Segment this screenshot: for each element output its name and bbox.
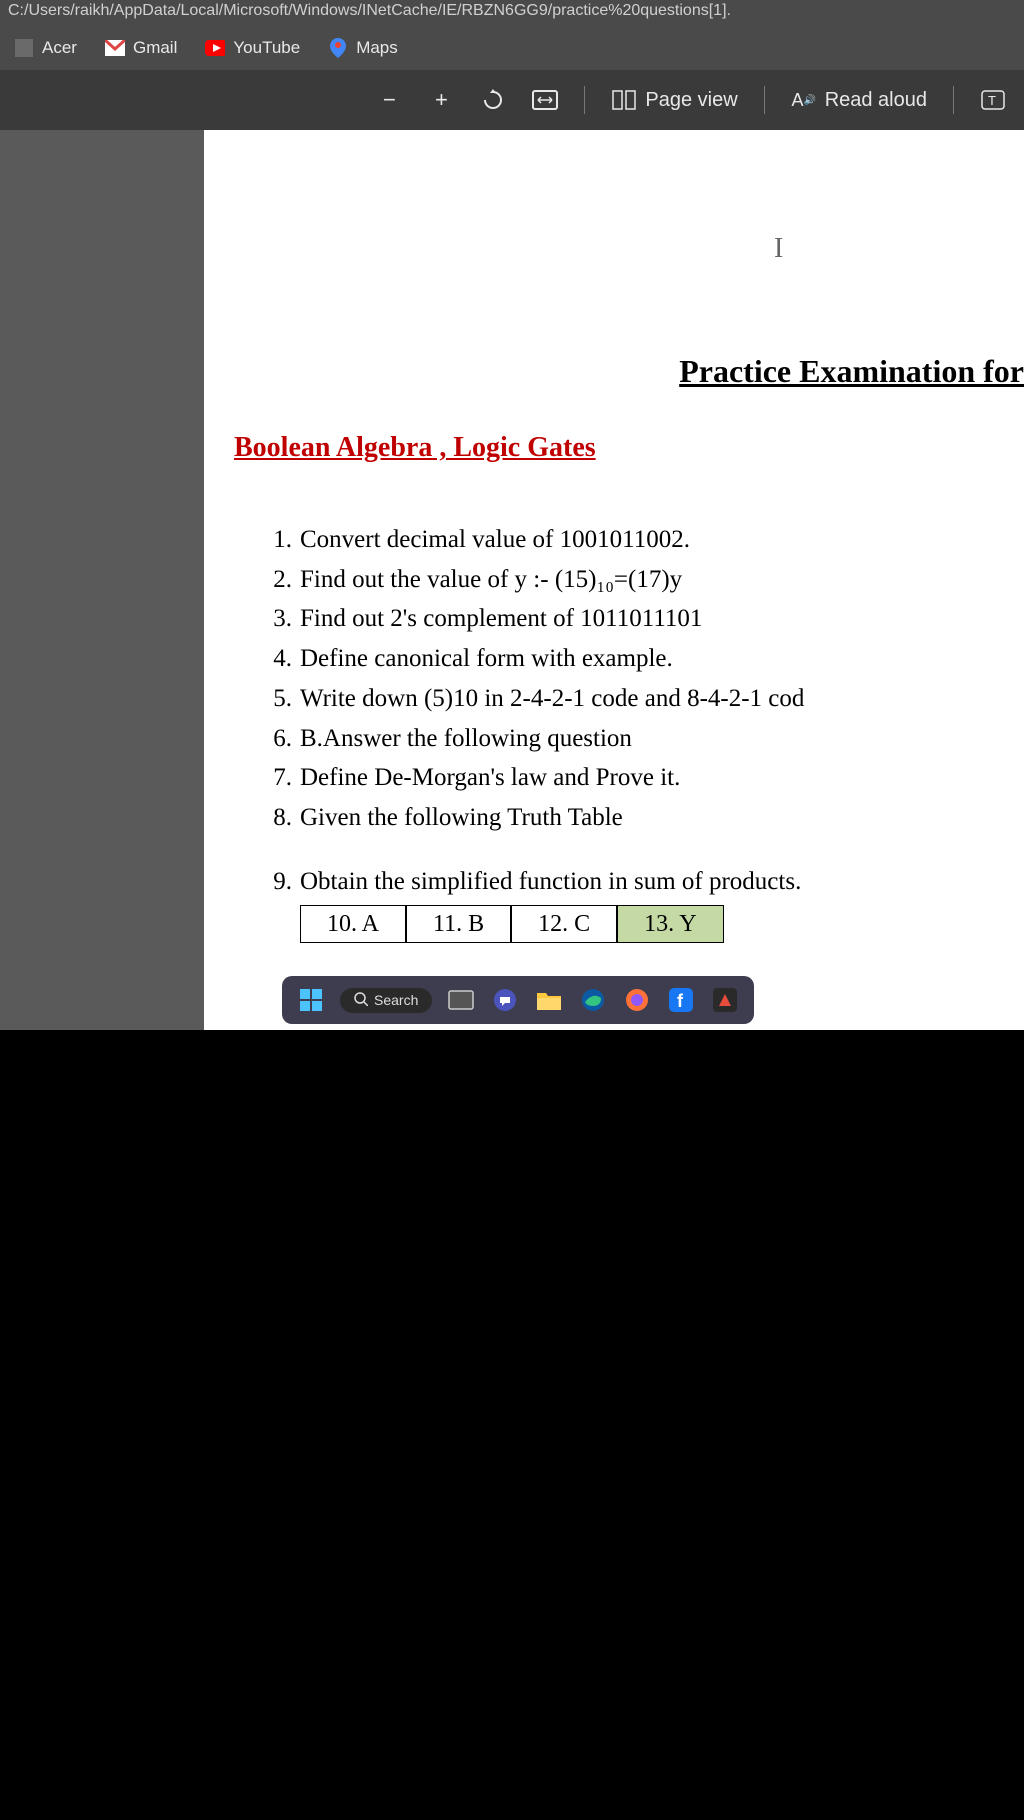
bookmark-maps[interactable]: Maps	[328, 38, 398, 58]
svg-text:T: T	[988, 93, 996, 108]
start-button[interactable]	[296, 985, 326, 1015]
text-cursor: I	[774, 230, 783, 268]
table-cell: 11. B	[406, 905, 511, 943]
read-aloud-icon: A🔊	[791, 87, 817, 113]
edge-icon[interactable]	[578, 985, 608, 1015]
list-item: 4.Define canonical form with example.	[264, 642, 1024, 676]
list-item: 8.Given the following Truth Table	[264, 801, 1024, 835]
bookmark-label: Acer	[42, 38, 77, 58]
rotate-button[interactable]	[480, 87, 506, 113]
chat-icon[interactable]	[490, 985, 520, 1015]
search-icon	[354, 992, 368, 1009]
zoom-in-button[interactable]: +	[428, 87, 454, 113]
table-row: 10. A 11. B 12. C 13. Y	[300, 905, 1024, 943]
file-explorer-icon[interactable]	[534, 985, 564, 1015]
windows-taskbar: Search f	[282, 976, 754, 1024]
gmail-icon	[105, 38, 125, 58]
maps-icon	[328, 38, 348, 58]
youtube-icon	[205, 38, 225, 58]
task-view-button[interactable]	[446, 985, 476, 1015]
list-spacer	[264, 841, 1024, 859]
facebook-icon[interactable]: f	[666, 985, 696, 1015]
document-title: Practice Examination for	[234, 350, 1024, 393]
read-aloud-label: Read aloud	[825, 89, 927, 112]
search-label: Search	[374, 992, 418, 1008]
list-item: 9.Obtain the simplified function in sum …	[264, 865, 1024, 899]
page-view-icon	[611, 87, 637, 113]
svg-text:f: f	[677, 991, 684, 1011]
document-page: I Practice Examination for Boolean Algeb…	[204, 130, 1024, 1030]
address-bar[interactable]: C:/Users/raikh/AppData/Local/Microsoft/W…	[0, 0, 1024, 26]
address-text: C:/Users/raikh/AppData/Local/Microsoft/W…	[8, 2, 731, 19]
taskbar-search[interactable]: Search	[340, 988, 432, 1013]
bookmark-label: Gmail	[133, 38, 177, 58]
app-icon[interactable]	[710, 985, 740, 1015]
bookmark-gmail[interactable]: Gmail	[105, 38, 177, 58]
read-aloud-button[interactable]: A🔊 Read aloud	[791, 87, 927, 113]
bookmark-label: Maps	[356, 38, 398, 58]
bookmark-acer[interactable]: Acer	[14, 38, 77, 58]
bookmark-label: YouTube	[233, 38, 300, 58]
list-item: 7.Define De-Morgan's law and Prove it.	[264, 761, 1024, 795]
pdf-page-surface: I Practice Examination for Boolean Algeb…	[0, 130, 1024, 1030]
question-list: 1.Convert decimal value of 1001011002. 2…	[234, 523, 1024, 899]
bookmark-youtube[interactable]: YouTube	[205, 38, 300, 58]
zoom-out-button[interactable]: −	[376, 87, 402, 113]
list-item: 5.Write down (5)10 in 2-4-2-1 code and 8…	[264, 682, 1024, 716]
firefox-icon[interactable]	[622, 985, 652, 1015]
toolbar-separator	[764, 86, 765, 114]
black-region	[0, 1030, 1024, 1820]
list-item: 2.Find out the value of y :- (15)₁₀=(17)…	[264, 563, 1024, 597]
text-tool-button[interactable]: T	[980, 87, 1006, 113]
list-item: 1.Convert decimal value of 1001011002.	[264, 523, 1024, 557]
table-cell: 10. A	[300, 905, 406, 943]
bookmarks-bar: Acer Gmail YouTube Maps	[0, 26, 1024, 70]
table-cell: 13. Y	[617, 905, 723, 943]
list-item: 3.Find out 2's complement of 1011011101	[264, 602, 1024, 636]
toolbar-separator	[953, 86, 954, 114]
page-view-label: Page view	[645, 89, 737, 112]
section-heading: Boolean Algebra , Logic Gates	[234, 429, 1024, 467]
table-cell: 12. C	[511, 905, 617, 943]
acer-icon	[14, 38, 34, 58]
page-view-button[interactable]: Page view	[611, 87, 737, 113]
pdf-toolbar: − + Page view A🔊 Read aloud T	[0, 70, 1024, 130]
toolbar-separator	[584, 86, 585, 114]
list-item: 6.B.Answer the following question	[264, 722, 1024, 756]
fit-width-button[interactable]	[532, 87, 558, 113]
